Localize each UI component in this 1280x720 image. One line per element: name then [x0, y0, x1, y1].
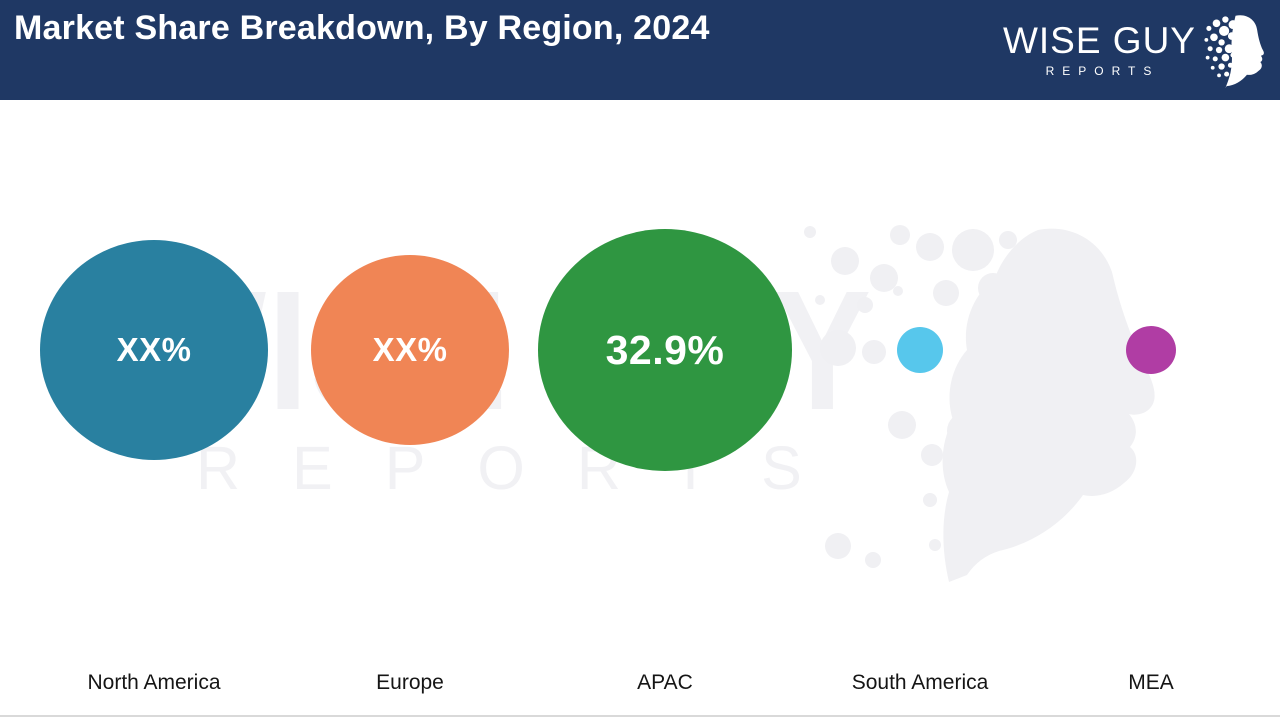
- brand-tagline: REPORTS: [1045, 64, 1160, 78]
- brand-wordmark: WISE GUY REPORTS: [1003, 22, 1196, 78]
- brand-logo: WISE GUY REPORTS: [1003, 10, 1266, 90]
- bubble-north-america: XX%: [40, 240, 268, 460]
- category-label-mea: MEA: [1128, 671, 1174, 694]
- brand-name: WISE GUY: [1002, 20, 1196, 61]
- header-bar: Market Share Breakdown, By Region, 2024 …: [0, 0, 1280, 100]
- brand-head-icon: [1204, 15, 1264, 89]
- bubble-south-america: [897, 327, 943, 373]
- category-label-apac: APAC: [637, 671, 693, 694]
- watermark-reports: REPORTS: [196, 434, 854, 502]
- bubble-mea: [1126, 326, 1176, 374]
- category-label-europe: Europe: [376, 671, 444, 694]
- bubble-value-label: XX%: [116, 331, 192, 368]
- bottom-divider: [0, 715, 1280, 717]
- category-label-south-america: South America: [851, 671, 989, 694]
- watermark-head-icon: [804, 225, 1155, 582]
- chart-area: WISE GUY REPORTS XX% XX% 32.9%: [0, 100, 1280, 720]
- category-label-north-america: North America: [87, 671, 221, 694]
- page-title: Market Share Breakdown, By Region, 2024: [14, 9, 710, 47]
- bubble-europe: XX%: [311, 255, 509, 445]
- bubble-apac: 32.9%: [538, 229, 792, 471]
- bubble-value-label: XX%: [372, 331, 448, 368]
- bubble-value-label: 32.9%: [605, 326, 725, 373]
